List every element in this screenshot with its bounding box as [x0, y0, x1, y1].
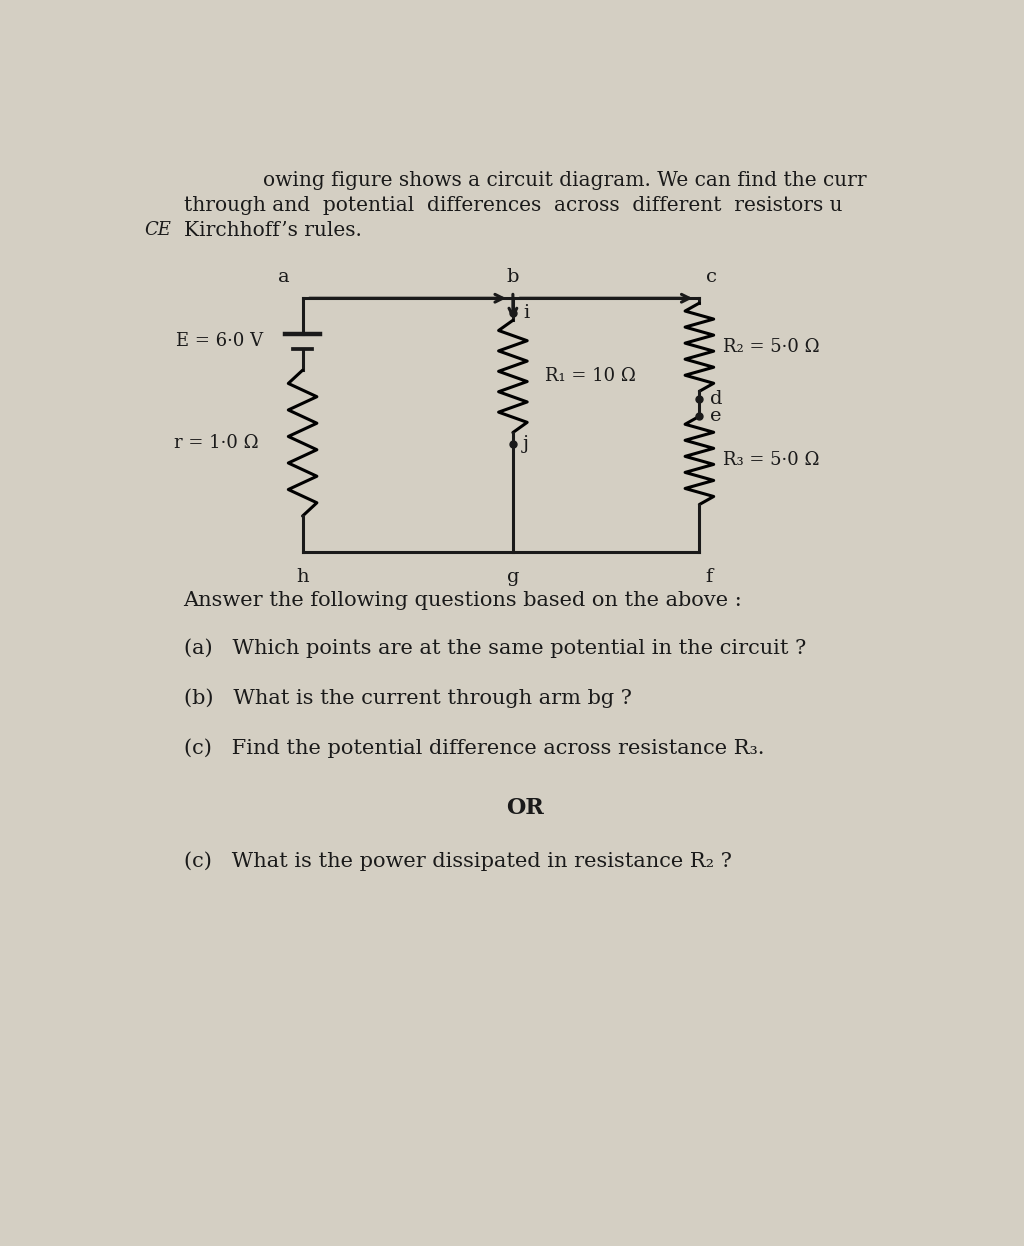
Text: R₁ = 10 Ω: R₁ = 10 Ω — [545, 368, 636, 385]
Text: CE: CE — [143, 221, 171, 238]
Text: a: a — [279, 268, 290, 285]
Text: f: f — [706, 568, 713, 586]
Text: c: c — [706, 268, 717, 285]
Text: (c)   What is the power dissipated in resistance R₂ ?: (c) What is the power dissipated in resi… — [183, 852, 731, 871]
Text: R₃ = 5·0 Ω: R₃ = 5·0 Ω — [723, 451, 819, 470]
Text: Kirchhoff’s rules.: Kirchhoff’s rules. — [183, 221, 361, 239]
Text: d: d — [710, 390, 722, 407]
Text: e: e — [710, 407, 721, 425]
Text: (c)   Find the potential difference across resistance R₃.: (c) Find the potential difference across… — [183, 739, 764, 759]
Text: E = 6·0 V: E = 6·0 V — [176, 333, 263, 350]
Text: h: h — [296, 568, 309, 586]
Text: (b)   What is the current through arm bg ?: (b) What is the current through arm bg ? — [183, 689, 632, 709]
Text: owing figure shows a circuit diagram. We can find the curr: owing figure shows a circuit diagram. We… — [263, 171, 866, 189]
Text: b: b — [507, 268, 519, 285]
Text: (a)   Which points are at the same potential in the circuit ?: (a) Which points are at the same potenti… — [183, 639, 806, 658]
Text: i: i — [523, 304, 529, 321]
Text: Answer the following questions based on the above :: Answer the following questions based on … — [183, 591, 742, 609]
Text: r = 1·0 Ω: r = 1·0 Ω — [174, 434, 259, 452]
Text: through and  potential  differences  across  different  resistors u: through and potential differences across… — [183, 196, 842, 214]
Text: g: g — [507, 568, 519, 586]
Text: OR: OR — [506, 797, 544, 819]
Text: j: j — [523, 435, 529, 454]
Text: R₂ = 5·0 Ω: R₂ = 5·0 Ω — [723, 338, 820, 356]
